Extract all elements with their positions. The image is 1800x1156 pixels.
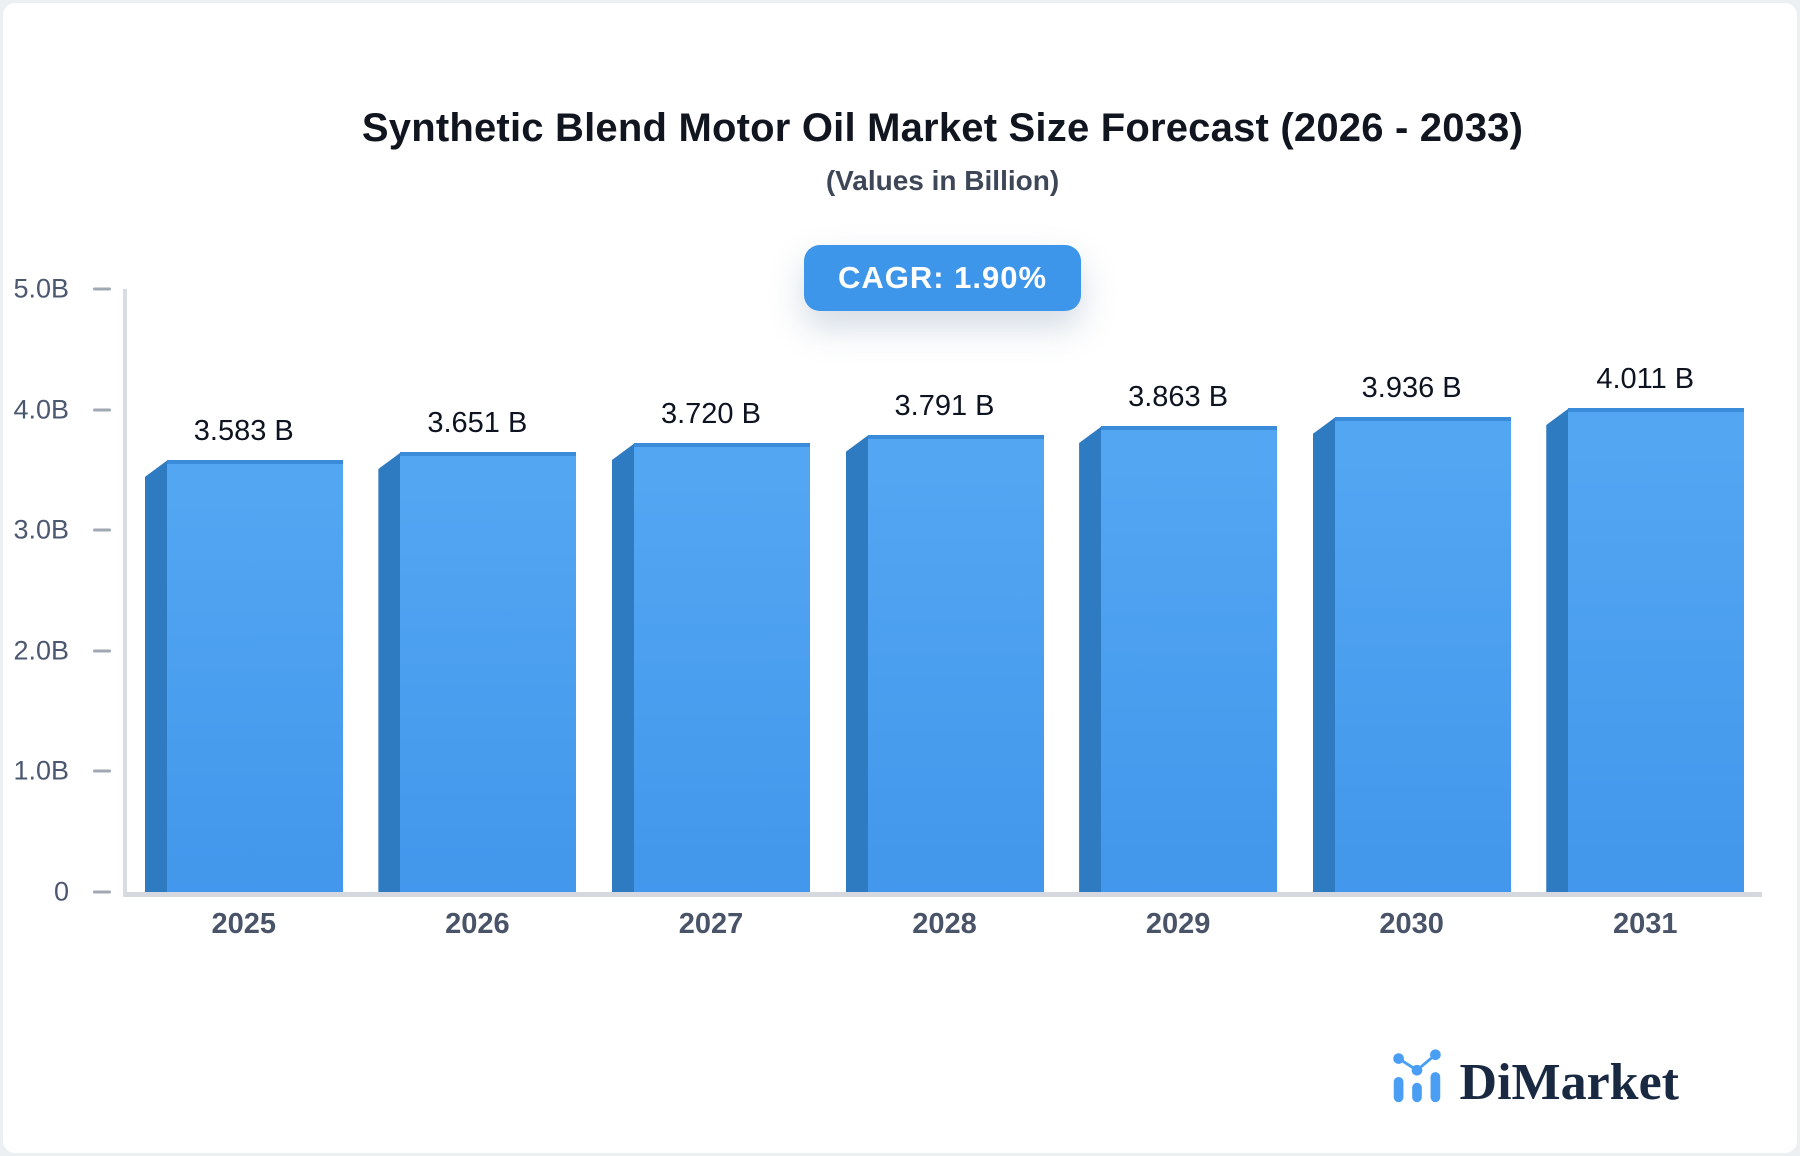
y-axis-label: 5.0B — [13, 273, 69, 304]
tick-mark — [93, 890, 111, 894]
y-axis-tick: 5.0B — [0, 274, 127, 305]
bar-value-label: 3.651 B — [427, 407, 528, 439]
y-axis-label: 2.0B — [13, 635, 69, 666]
bar-side-3d — [1312, 417, 1336, 892]
x-axis-label-2030: 2030 — [1379, 908, 1444, 940]
tick-mark — [93, 649, 111, 653]
y-axis-label: 4.0B — [13, 394, 69, 425]
bar-side-3d — [1546, 408, 1570, 892]
bar-value-label: 4.011 B — [1596, 363, 1695, 395]
chart-title: Synthetic Blend Motor Oil Market Size Fo… — [361, 106, 1524, 150]
bar-face — [633, 443, 810, 892]
logo-bar-chart-icon — [1392, 1049, 1441, 1103]
bar-value-label: 3.936 B — [1361, 372, 1462, 404]
bar-side-3d — [144, 460, 168, 892]
y-axis-tick: 4.0B — [0, 394, 127, 425]
bar-2025 — [144, 460, 343, 892]
tick-mark — [93, 408, 111, 412]
y-axis-tick: 3.0B — [0, 515, 127, 546]
y-axis-tick: 2.0B — [0, 635, 127, 666]
chart-card: Synthetic Blend Motor Oil Market Size Fo… — [3, 3, 1797, 1153]
x-axis-label-2031: 2031 — [1613, 908, 1678, 940]
bar-value-label: 3.720 B — [660, 398, 761, 430]
bar-value-label: 3.863 B — [1128, 381, 1229, 413]
chart-header: Synthetic Blend Motor Oil Market Size Fo… — [133, 3, 1752, 311]
bar-slot-2026: 3.651 B 2026 — [361, 289, 595, 940]
y-axis-label: 3.0B — [13, 514, 69, 545]
x-axis-label-2028: 2028 — [912, 908, 977, 940]
bar-slot-2028: 3.791 B 2028 — [828, 289, 1062, 940]
chart-subtitle: (Values in Billion) — [825, 165, 1060, 196]
bars-container: 3.583 B 2025 3.651 B 2026 3.720 B 2027 3.791 B… — [127, 289, 1762, 940]
bar-face — [1101, 426, 1278, 892]
y-axis-label: 1.0B — [13, 755, 69, 786]
x-axis-label-2027: 2027 — [678, 908, 744, 940]
bar-2030 — [1312, 417, 1511, 892]
bar-side-3d — [378, 452, 402, 892]
tick-mark — [93, 287, 111, 291]
bar-face — [1568, 408, 1745, 892]
bar-slot-2027: 3.720 B 2027 — [594, 289, 828, 940]
dimarket-logo: DiMarket — [1386, 1045, 1679, 1111]
bar-slot-2030: 3.936 B 2030 — [1295, 289, 1529, 940]
bar-face — [400, 452, 577, 892]
bar-side-3d — [845, 435, 869, 892]
tick-mark — [93, 769, 111, 773]
bar-slot-2031: 4.011 B 2031 — [1528, 289, 1762, 940]
y-axis-tick: 1.0B — [0, 756, 127, 787]
bar-face — [867, 435, 1044, 892]
bar-chart-plot-area: 3.583 B 2025 3.651 B 2026 3.720 B 2027 3.791 B… — [13, 274, 1762, 940]
x-axis-label-2026: 2026 — [445, 908, 510, 940]
bar-slot-2025: 3.583 B 2025 — [127, 289, 361, 940]
logo-wordmark: DiMarket — [1459, 1053, 1679, 1111]
cagr-badge: CAGR: 1.90% — [803, 245, 1082, 311]
x-axis-label-2029: 2029 — [1145, 908, 1211, 940]
bar-2027 — [611, 443, 810, 892]
bar-side-3d — [1079, 426, 1103, 892]
bar-slot-2029: 3.863 B 2029 — [1061, 289, 1295, 940]
tick-mark — [93, 528, 111, 532]
y-axis-tick: 0 — [0, 877, 127, 908]
y-axis-label: 0 — [53, 876, 69, 907]
bar-face — [166, 460, 343, 892]
bar-value-label: 3.791 B — [894, 390, 995, 422]
bar-2029 — [1079, 426, 1278, 892]
x-axis-label-2025: 2025 — [211, 908, 277, 940]
bar-side-3d — [611, 443, 635, 892]
bar-2028 — [845, 435, 1044, 892]
bar-2031 — [1546, 408, 1745, 892]
bar-2026 — [378, 452, 577, 892]
bar-value-label: 3.583 B — [193, 415, 294, 447]
bar-face — [1334, 417, 1511, 892]
